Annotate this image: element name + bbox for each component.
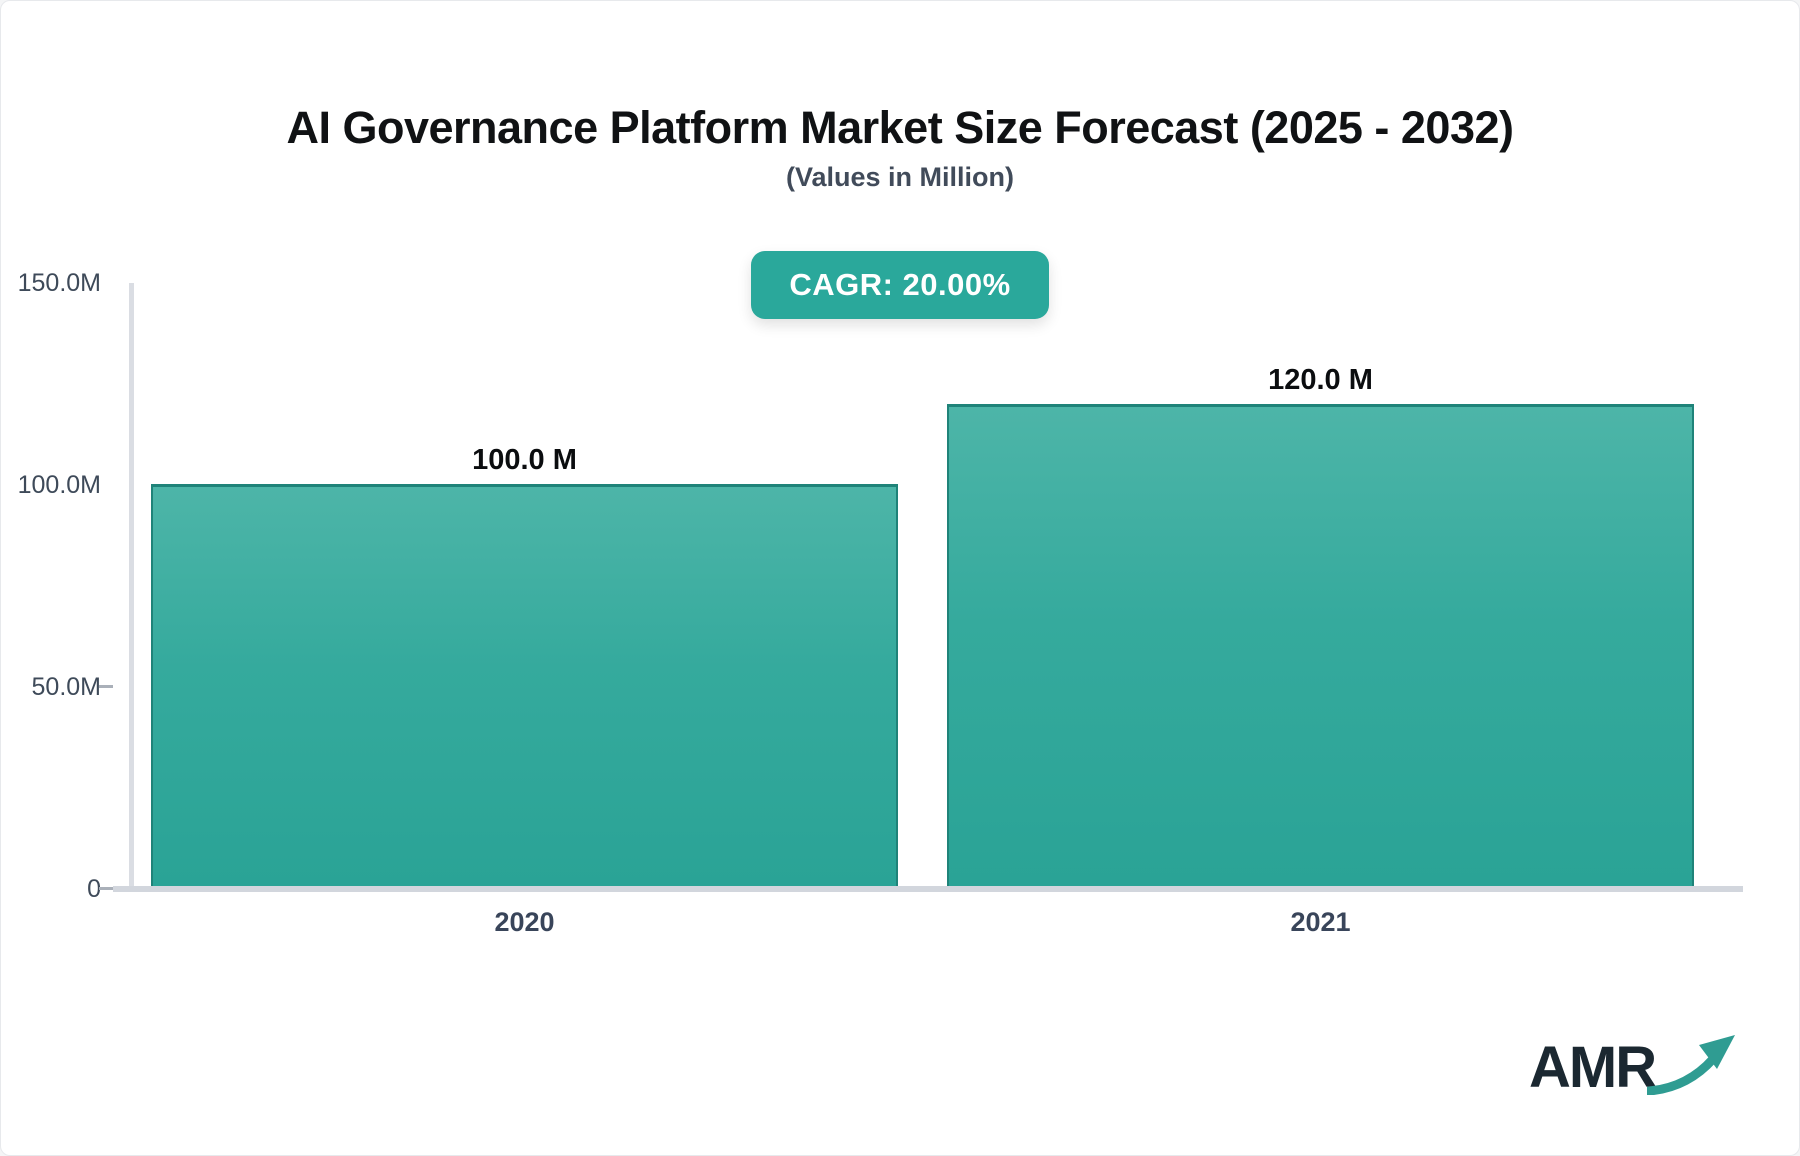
bar-value-label-2020: 100.0 M [472, 444, 577, 476]
x-axis-line [113, 886, 1743, 892]
x-category-label-2021: 2021 [1290, 907, 1351, 937]
cagr-badge: CAGR: 20.00% [751, 251, 1049, 320]
amr-logo-text: AMR [1529, 1035, 1657, 1100]
bar-value-label-2021: 120.0 M [1268, 363, 1373, 396]
y-tick-label-50: 50.0M [31, 673, 101, 701]
chart-title: AI Governance Platform Market Size Forec… [286, 102, 1514, 153]
y-tick-mark-50 [99, 685, 113, 688]
y-axis-line [129, 283, 134, 889]
bar-group-2020: 100.0 M 2020 [151, 283, 898, 936]
chart-header: AI Governance Platform Market Size Forec… [1, 1, 1799, 320]
y-tick-label-150: 150.0M [17, 269, 101, 297]
amr-logo-arrow-icon [1647, 1035, 1736, 1095]
bar-2021 [947, 403, 1694, 886]
y-tick-mark-0 [99, 887, 113, 890]
x-category-label-2020: 2020 [494, 907, 555, 937]
bar-2020 [151, 484, 898, 886]
amr-logo: AMR [1529, 1033, 1739, 1097]
y-tick-label-0: 0 [87, 875, 101, 903]
bar-group-2021: 120.0 M 2021 [947, 283, 1694, 936]
chart-subtitle: (Values in Million) [785, 162, 1015, 192]
y-tick-label-100: 100.0M [17, 471, 101, 499]
